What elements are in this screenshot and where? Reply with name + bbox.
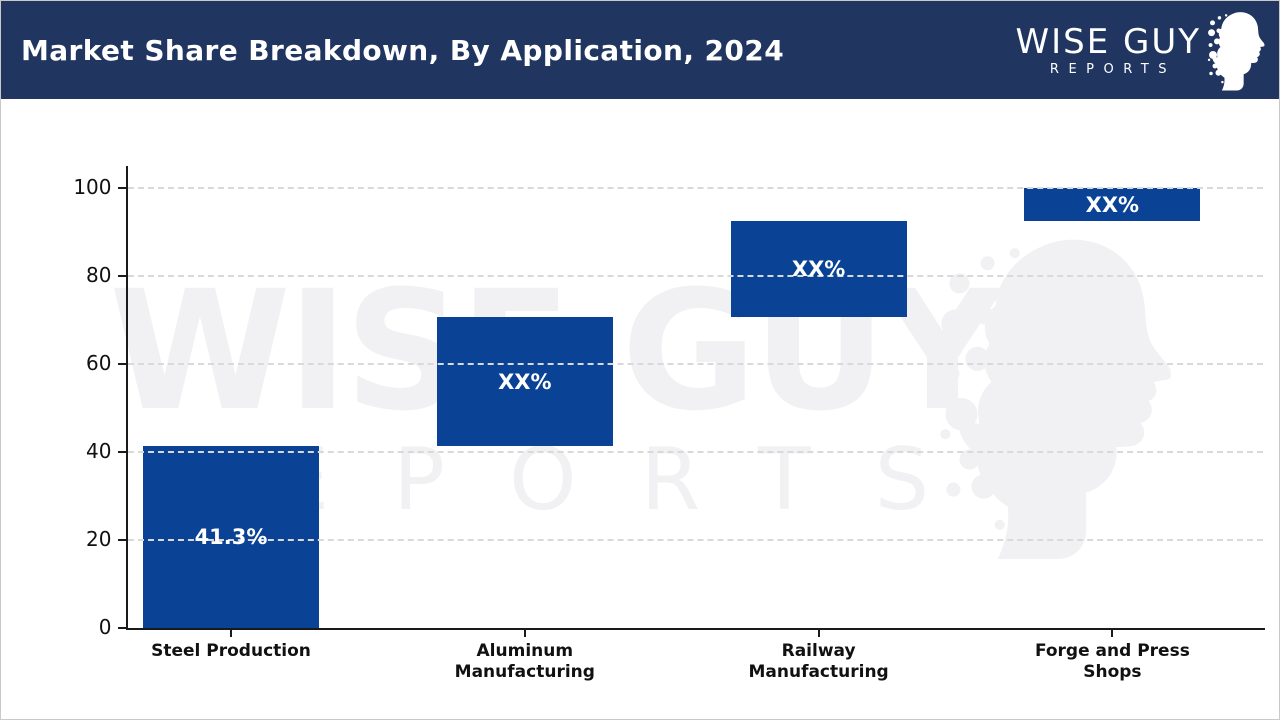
wiseguy-logo: WISE GUY REPORTS <box>1015 8 1267 92</box>
y-tick-label: 40 <box>86 439 112 463</box>
x-axis-tick <box>523 630 526 637</box>
logo-text: WISE GUY REPORTS <box>1015 25 1201 76</box>
x-tick-label: Aluminum Manufacturing <box>410 641 640 684</box>
gridline <box>127 539 1263 541</box>
bar-value-label: XX% <box>498 369 552 394</box>
x-tick-label-line: Shops <box>1083 662 1142 683</box>
y-tick-label: 100 <box>73 175 112 199</box>
gridline <box>127 275 1263 277</box>
bar <box>143 446 319 628</box>
x-tick-label-line: Manufacturing <box>748 662 889 683</box>
bar <box>436 316 613 447</box>
logo-subtitle: REPORTS <box>1049 61 1177 77</box>
y-axis-tick <box>117 363 126 365</box>
bar-value-label: 41.3% <box>194 525 268 550</box>
gridline <box>127 363 1263 365</box>
x-tick-label: Railway Manufacturing <box>704 641 934 684</box>
x-tick-label: Forge and Press Shops <box>997 641 1227 684</box>
x-tick-label-line: Manufacturing <box>454 662 595 683</box>
x-tick-label: Steel Production <box>116 641 346 662</box>
y-tick-label: 20 <box>86 527 112 551</box>
y-axis-tick <box>117 187 126 189</box>
y-axis <box>125 166 128 630</box>
x-tick-label-line: Steel Production <box>151 641 311 661</box>
bar-value-label: XX% <box>1085 192 1140 217</box>
y-axis-tick <box>117 275 126 277</box>
x-axis-tick <box>817 630 820 637</box>
bar-value-label: XX% <box>791 256 846 281</box>
x-tick-label-line: Forge and Press <box>1034 641 1190 661</box>
x-tick-label-line: Aluminum <box>476 641 574 661</box>
y-tick-label: 60 <box>86 351 112 375</box>
x-axis-tick <box>1111 630 1114 637</box>
page-title: Market Share Breakdown, By Application, … <box>21 33 785 67</box>
x-axis-tick <box>230 630 232 637</box>
face-profile-dots-icon <box>1205 8 1267 92</box>
logo-wordmark: WISE GUY <box>1015 21 1201 62</box>
gridline <box>127 451 1263 453</box>
y-axis-tick <box>117 451 126 453</box>
y-axis-tick <box>117 539 126 541</box>
bar <box>1024 188 1201 221</box>
header: Market Share Breakdown, By Application, … <box>1 1 1279 99</box>
y-tick-label: 0 <box>98 615 112 639</box>
y-tick-label: 80 <box>86 263 112 287</box>
x-tick-label-line: Railway <box>781 641 856 661</box>
bar <box>730 221 907 317</box>
x-axis <box>125 628 1265 630</box>
y-axis-tick <box>117 627 126 629</box>
gridline <box>127 187 1263 189</box>
